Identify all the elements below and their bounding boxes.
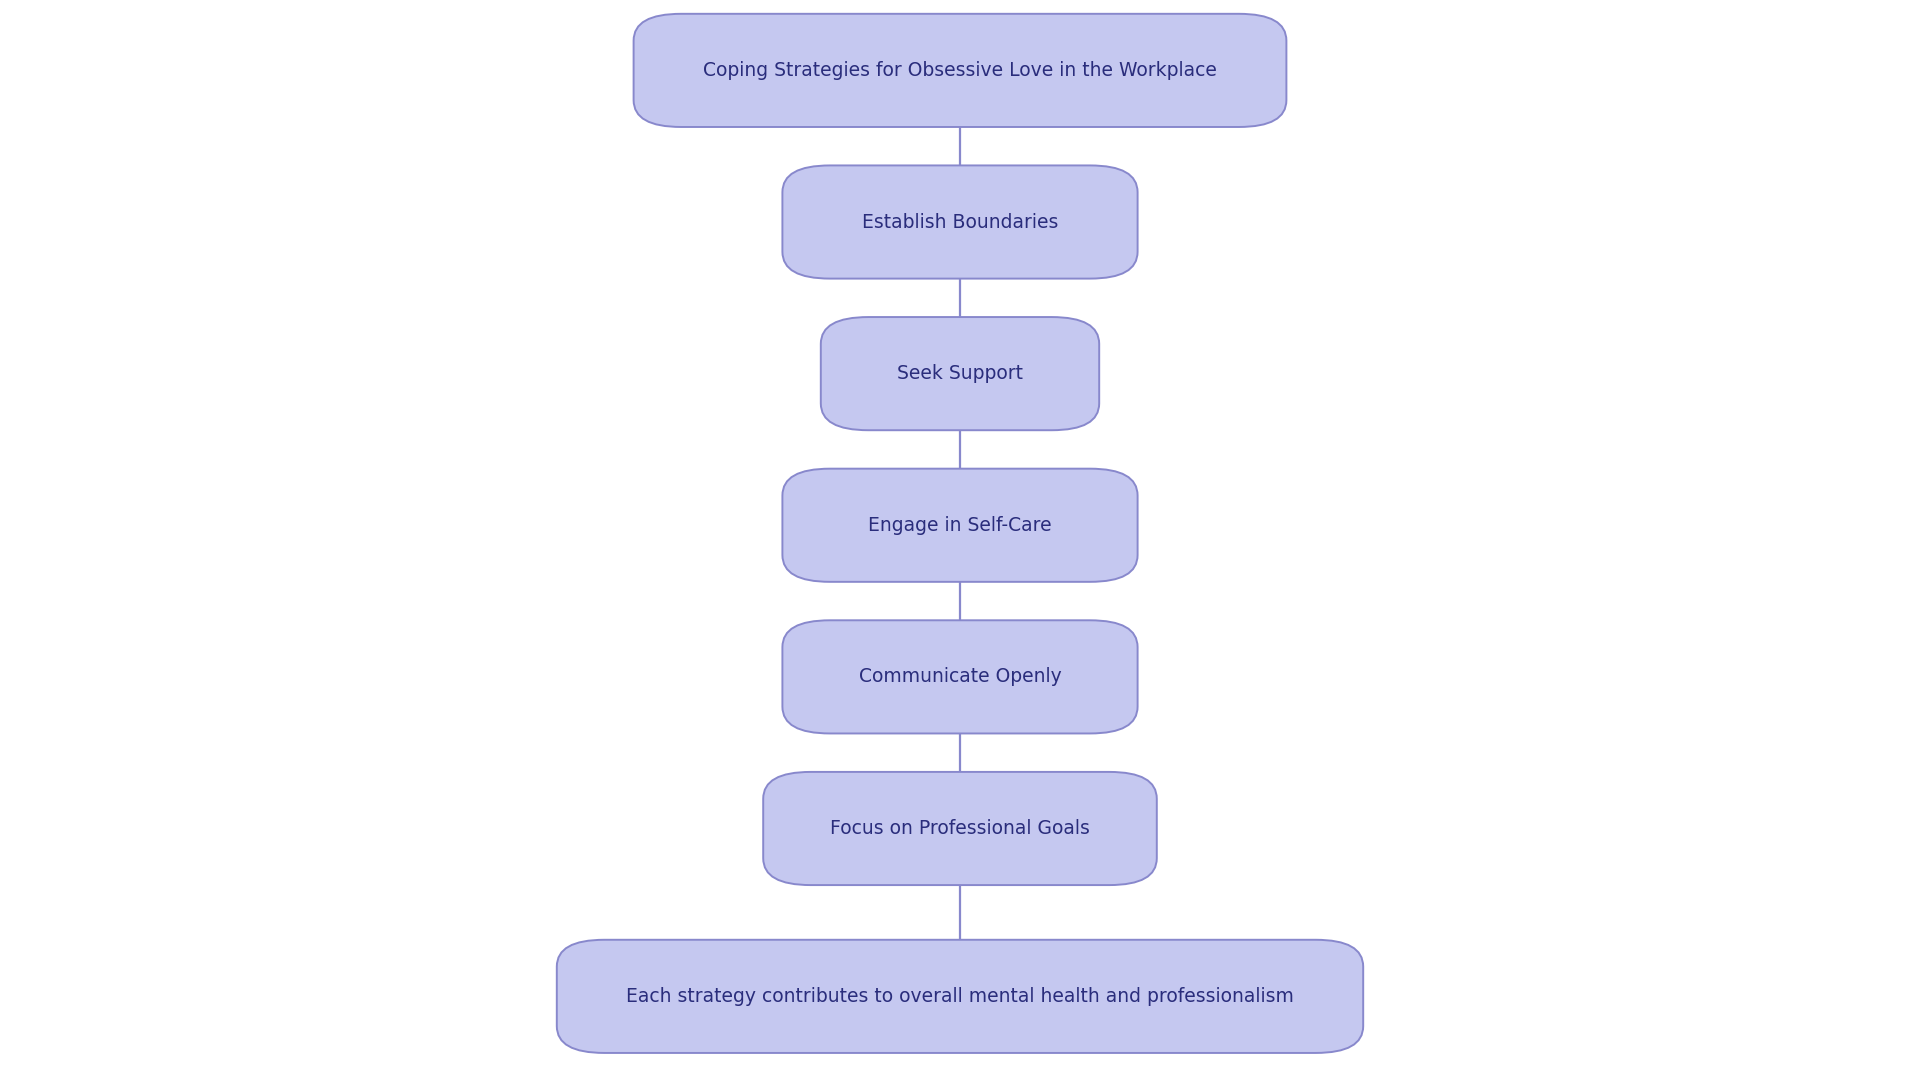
Text: Each strategy contributes to overall mental health and professionalism: Each strategy contributes to overall men… — [626, 987, 1294, 1006]
FancyBboxPatch shape — [557, 940, 1363, 1053]
Text: Communicate Openly: Communicate Openly — [858, 667, 1062, 687]
Text: Establish Boundaries: Establish Boundaries — [862, 212, 1058, 232]
Text: Seek Support: Seek Support — [897, 364, 1023, 383]
Text: Coping Strategies for Obsessive Love in the Workplace: Coping Strategies for Obsessive Love in … — [703, 61, 1217, 80]
FancyBboxPatch shape — [822, 317, 1098, 430]
FancyBboxPatch shape — [783, 166, 1137, 278]
Text: Focus on Professional Goals: Focus on Professional Goals — [829, 819, 1091, 838]
FancyBboxPatch shape — [764, 772, 1156, 885]
FancyBboxPatch shape — [634, 14, 1286, 127]
Text: Engage in Self-Care: Engage in Self-Care — [868, 516, 1052, 535]
FancyBboxPatch shape — [783, 469, 1137, 582]
FancyBboxPatch shape — [783, 621, 1137, 733]
